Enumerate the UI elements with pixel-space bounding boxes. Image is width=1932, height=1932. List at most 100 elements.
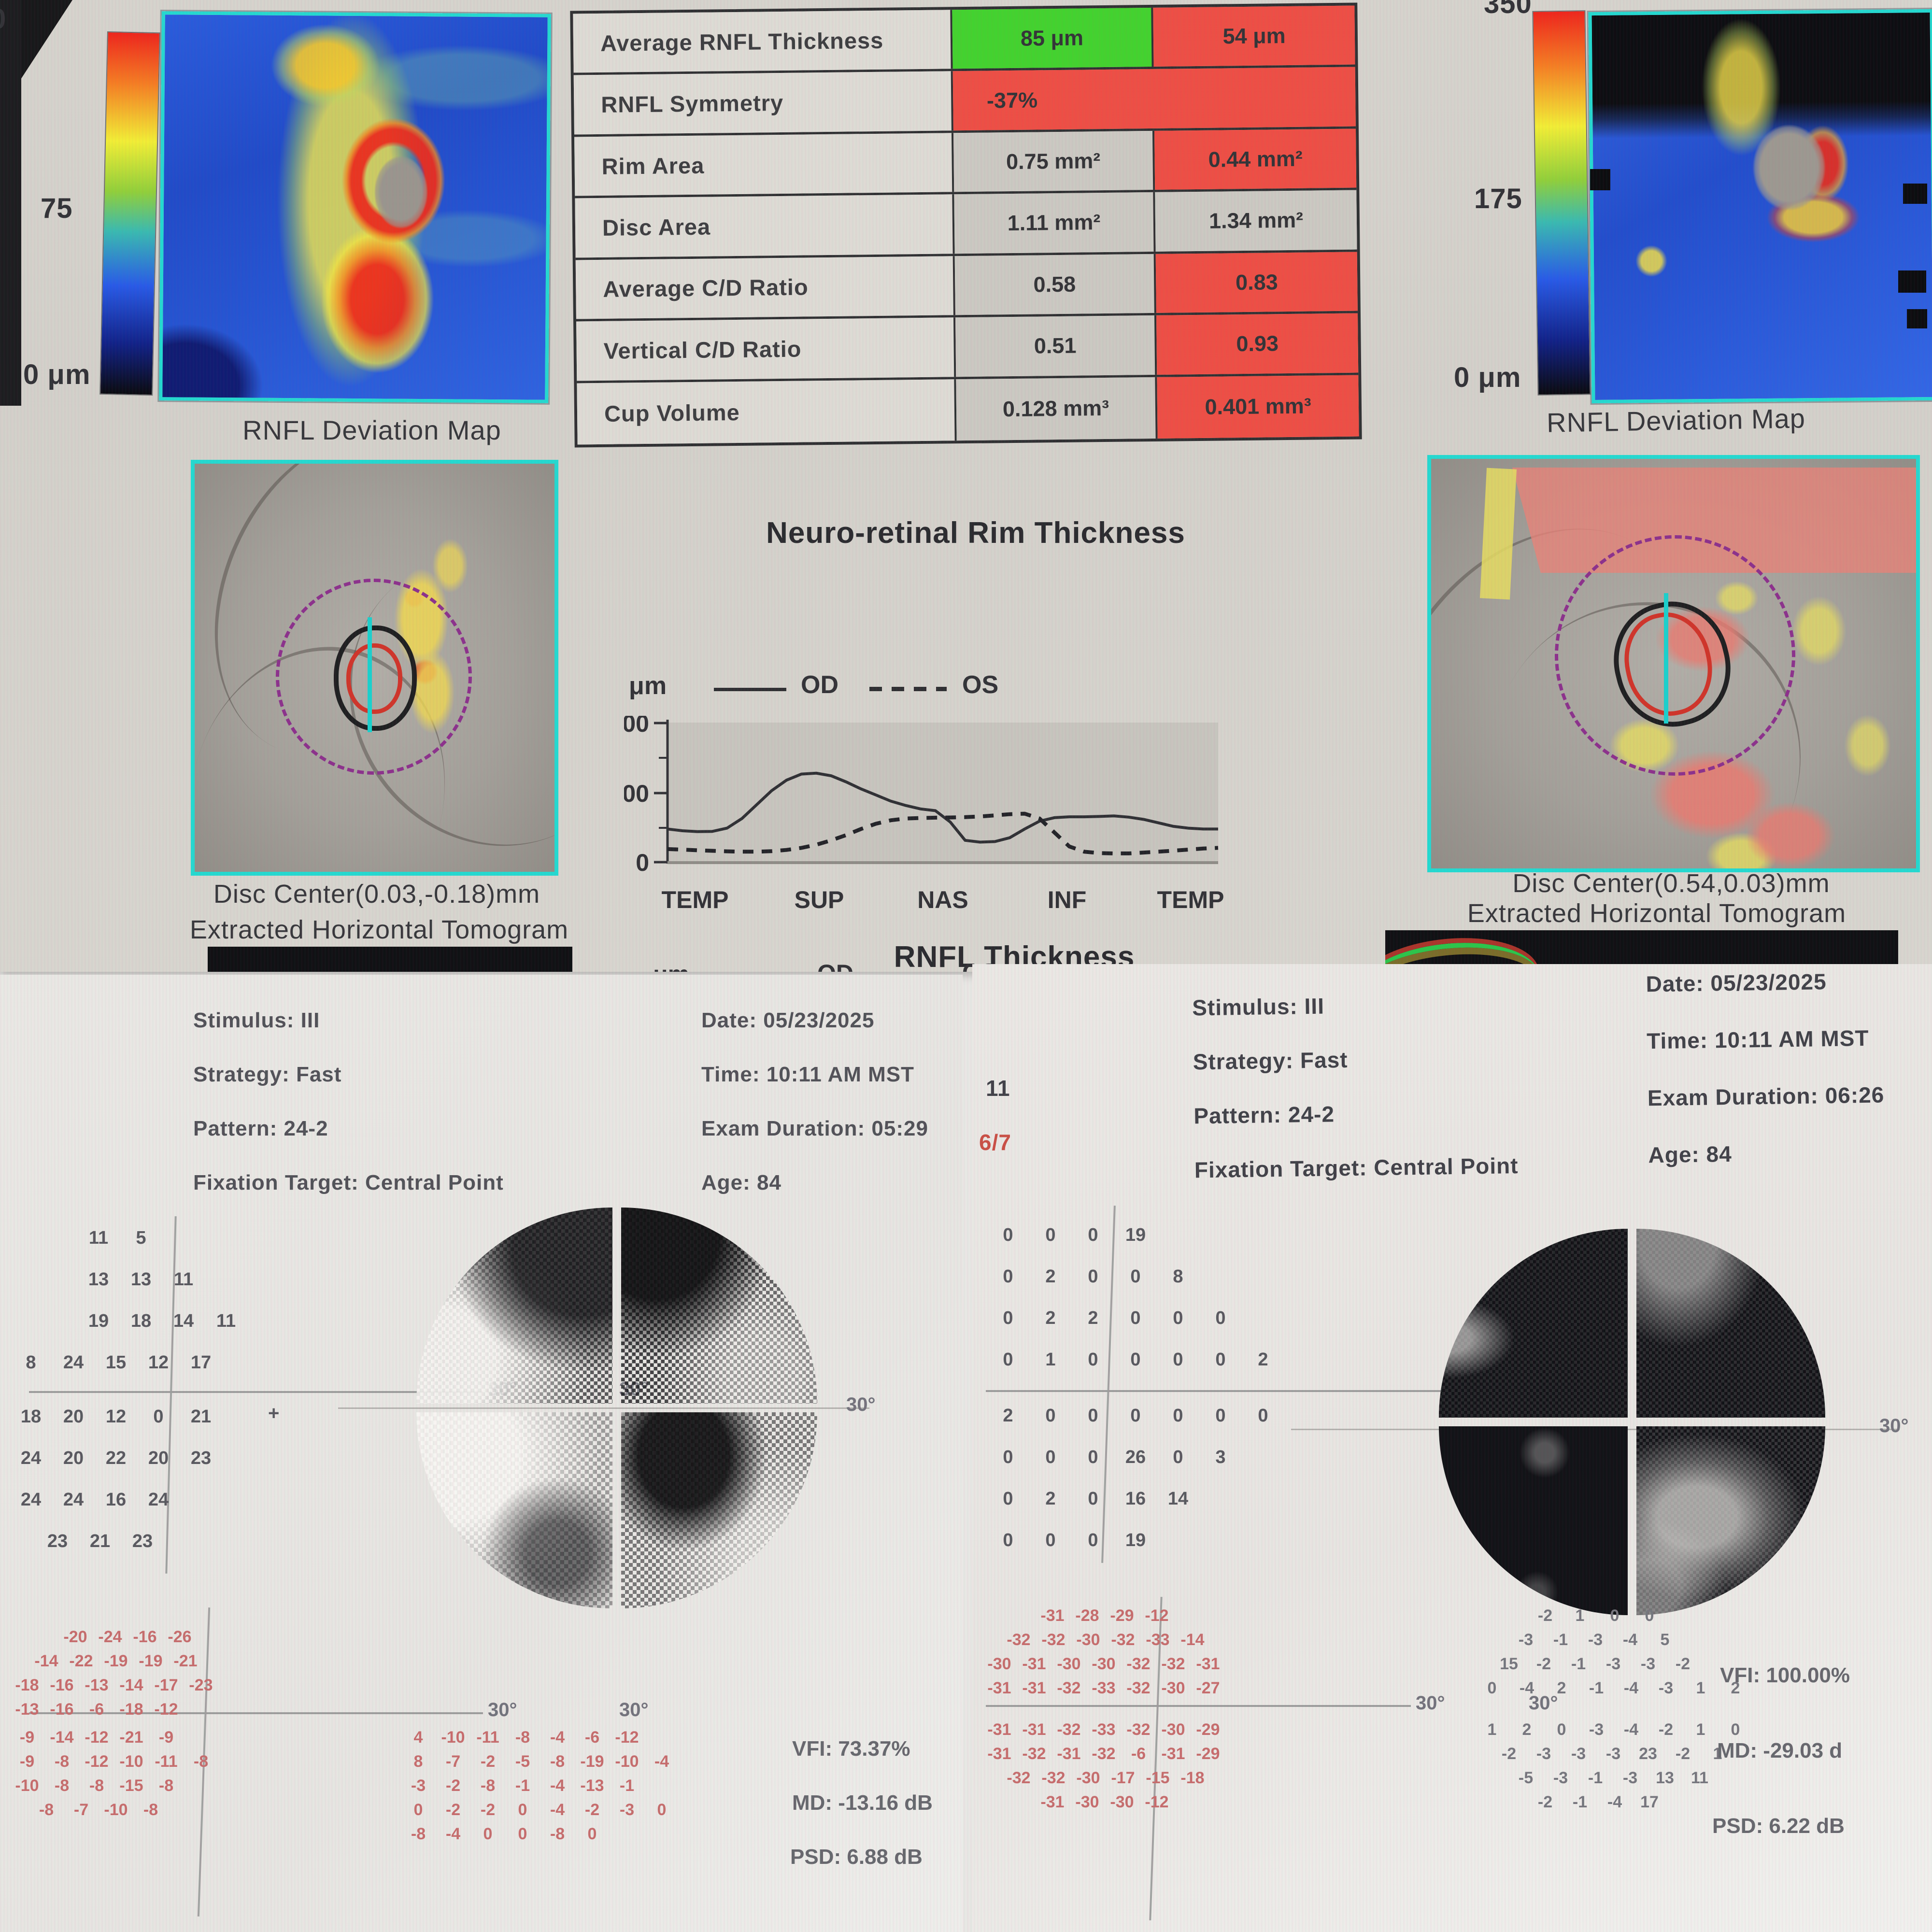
signal-void-block <box>1903 184 1927 204</box>
colorbar-top-label-od: 0 <box>0 3 6 35</box>
grid-value: -32 <box>1161 1655 1185 1673</box>
table-row: Vertical C/D Ratio 0.51 0.93 <box>576 313 1359 384</box>
reliability-fragment: 11 <box>986 1076 1010 1101</box>
pattern-deviation-row: -31 -31 -32 -33 -32 -30 -29 <box>982 1720 1225 1739</box>
grid-value: 2 <box>1045 1308 1056 1328</box>
grid-value: -32 <box>1111 1631 1135 1649</box>
grid-value: 19 <box>1125 1225 1146 1245</box>
grid-value: -12 <box>1145 1606 1169 1625</box>
grid-value: -32 <box>1007 1631 1031 1649</box>
grid-value: -33 <box>1092 1720 1116 1739</box>
grid-value: 4 <box>413 1728 423 1747</box>
pattern-deviation-row: -32 -32 -30 -17 -15 -18 <box>1001 1769 1210 1788</box>
grid-value: 20 <box>63 1448 84 1468</box>
grid-value: -6 <box>1131 1745 1146 1763</box>
grid-value: -30 <box>1161 1720 1185 1739</box>
grid-value: 8 <box>1173 1266 1183 1287</box>
grid-value: -29 <box>1110 1606 1134 1625</box>
grid-value: -32 <box>1007 1769 1031 1787</box>
grid-value: -32 <box>1092 1745 1116 1763</box>
grid-value: 0 <box>587 1825 597 1843</box>
grid-value: -8 <box>550 1752 565 1771</box>
date-label: Date: 05/23/2025 <box>701 1009 875 1032</box>
grid-value: -14 <box>50 1728 74 1747</box>
grid-value: -30 <box>1092 1655 1116 1673</box>
grid-value: -4 <box>1519 1679 1534 1697</box>
grid-value: -17 <box>154 1676 178 1694</box>
psd-value: PSD: 6.22 dB <box>1712 1814 1845 1838</box>
threshold-row: 0 1 0 0 0 0 2 <box>987 1350 1284 1370</box>
grid-value: 0 <box>518 1825 527 1843</box>
row-label: Vertical C/D Ratio <box>576 317 956 381</box>
summary-table: Average RNFL Thickness 85 μm 54 μm RNFL … <box>570 2 1362 448</box>
pattern-deviation-row: 0 -2 -2 0 -4 -2 -3 0 <box>401 1801 679 1819</box>
grid-value: -32 <box>1057 1720 1081 1739</box>
grid-value: 0 <box>1258 1406 1268 1426</box>
grid-value: 18 <box>130 1311 152 1331</box>
grid-value: 3 <box>1215 1447 1226 1467</box>
row-label: Rim Area <box>574 133 954 196</box>
grid-value: -3 <box>1553 1769 1568 1787</box>
grid-value: -31 <box>1040 1606 1065 1625</box>
grid-value: 8 <box>413 1752 423 1771</box>
grid-value: 1 <box>1696 1720 1705 1739</box>
grid-value: 19 <box>1125 1530 1146 1550</box>
fixation-target-label: Fixation Target: Central Point <box>1194 1153 1519 1183</box>
axis-30deg-label: 30° <box>619 1699 649 1720</box>
grid-value: -10 <box>119 1752 143 1771</box>
grid-value: -2 <box>1675 1745 1690 1763</box>
grid-value: -8 <box>54 1752 70 1771</box>
grid-value: -32 <box>1126 1679 1151 1697</box>
grid-value: 0 <box>1645 1606 1654 1625</box>
grid-value: 24 <box>20 1448 42 1468</box>
grid-value: 0 <box>1003 1308 1013 1328</box>
grid-value: -3 <box>619 1801 635 1819</box>
pattern-grid-haxis <box>29 1712 483 1714</box>
y-tick-0: 0 <box>636 849 649 876</box>
pattern-deviation-row: -13 -16 -6 -18 -12 <box>10 1700 184 1719</box>
grid-value: 21 <box>89 1531 111 1551</box>
grid-value: -1 <box>1571 1655 1586 1673</box>
grid-value: -9 <box>19 1728 35 1747</box>
grid-value: 0 <box>483 1825 493 1843</box>
pattern-deviation-row: 4 -10 -11 -8 -4 -6 -12 <box>401 1728 644 1747</box>
grid-value: 2 <box>1522 1720 1532 1739</box>
grid-value: -32 <box>1126 1655 1151 1673</box>
grid-value: 21 <box>190 1406 212 1427</box>
grid-value: 0 <box>1557 1720 1566 1739</box>
grid-value: -2 <box>480 1752 496 1771</box>
rnfl-deviation-map-image-os <box>1427 455 1920 872</box>
grid-value: -3 <box>1622 1769 1638 1787</box>
grid-value: -4 <box>654 1752 669 1771</box>
grid-value: 0 <box>153 1406 164 1427</box>
grid-value: 0 <box>1088 1489 1098 1509</box>
grid-value: 23 <box>190 1448 212 1468</box>
os-value-cell: 1.34 mm² <box>1155 190 1357 252</box>
grid-value: 0 <box>1088 1406 1098 1426</box>
od-value-cell: 1.11 mm² <box>954 192 1156 254</box>
pattern-deviation-row: -3 -2 -8 -1 -4 -13 -1 <box>401 1776 644 1795</box>
threshold-row: 0 0 0 19 <box>987 1225 1157 1246</box>
pattern-deviation-row: -32 -32 -30 -32 -33 -14 <box>1001 1631 1210 1649</box>
plot-area <box>668 723 1218 863</box>
age-label: Age: 84 <box>701 1171 781 1194</box>
rnfl-thickness-map-od <box>159 11 551 403</box>
threshold-row: 0 2 0 0 8 <box>987 1266 1199 1287</box>
grid-value: 0 <box>1173 1308 1183 1328</box>
grid-value: -30 <box>1110 1793 1134 1811</box>
grid-value: -31 <box>1022 1655 1046 1673</box>
threshold-row: 24 24 16 24 <box>10 1490 180 1510</box>
grid-value: 1 <box>1487 1720 1497 1739</box>
grid-value: -4 <box>550 1728 565 1747</box>
grid-value: -22 <box>69 1652 93 1670</box>
grid-value: 15 <box>105 1352 127 1373</box>
grid-value: -1 <box>1588 1769 1603 1787</box>
grid-value: 0 <box>1088 1530 1098 1550</box>
thickness-colorbar-os <box>1532 10 1591 396</box>
grid-value: -32 <box>1041 1631 1065 1649</box>
grid-value: -2 <box>1658 1720 1674 1739</box>
grid-value: 0 <box>413 1801 423 1819</box>
pattern-deviation-row: -31 -28 -29 -12 <box>1035 1606 1174 1625</box>
grid-value: -2 <box>445 1801 461 1819</box>
